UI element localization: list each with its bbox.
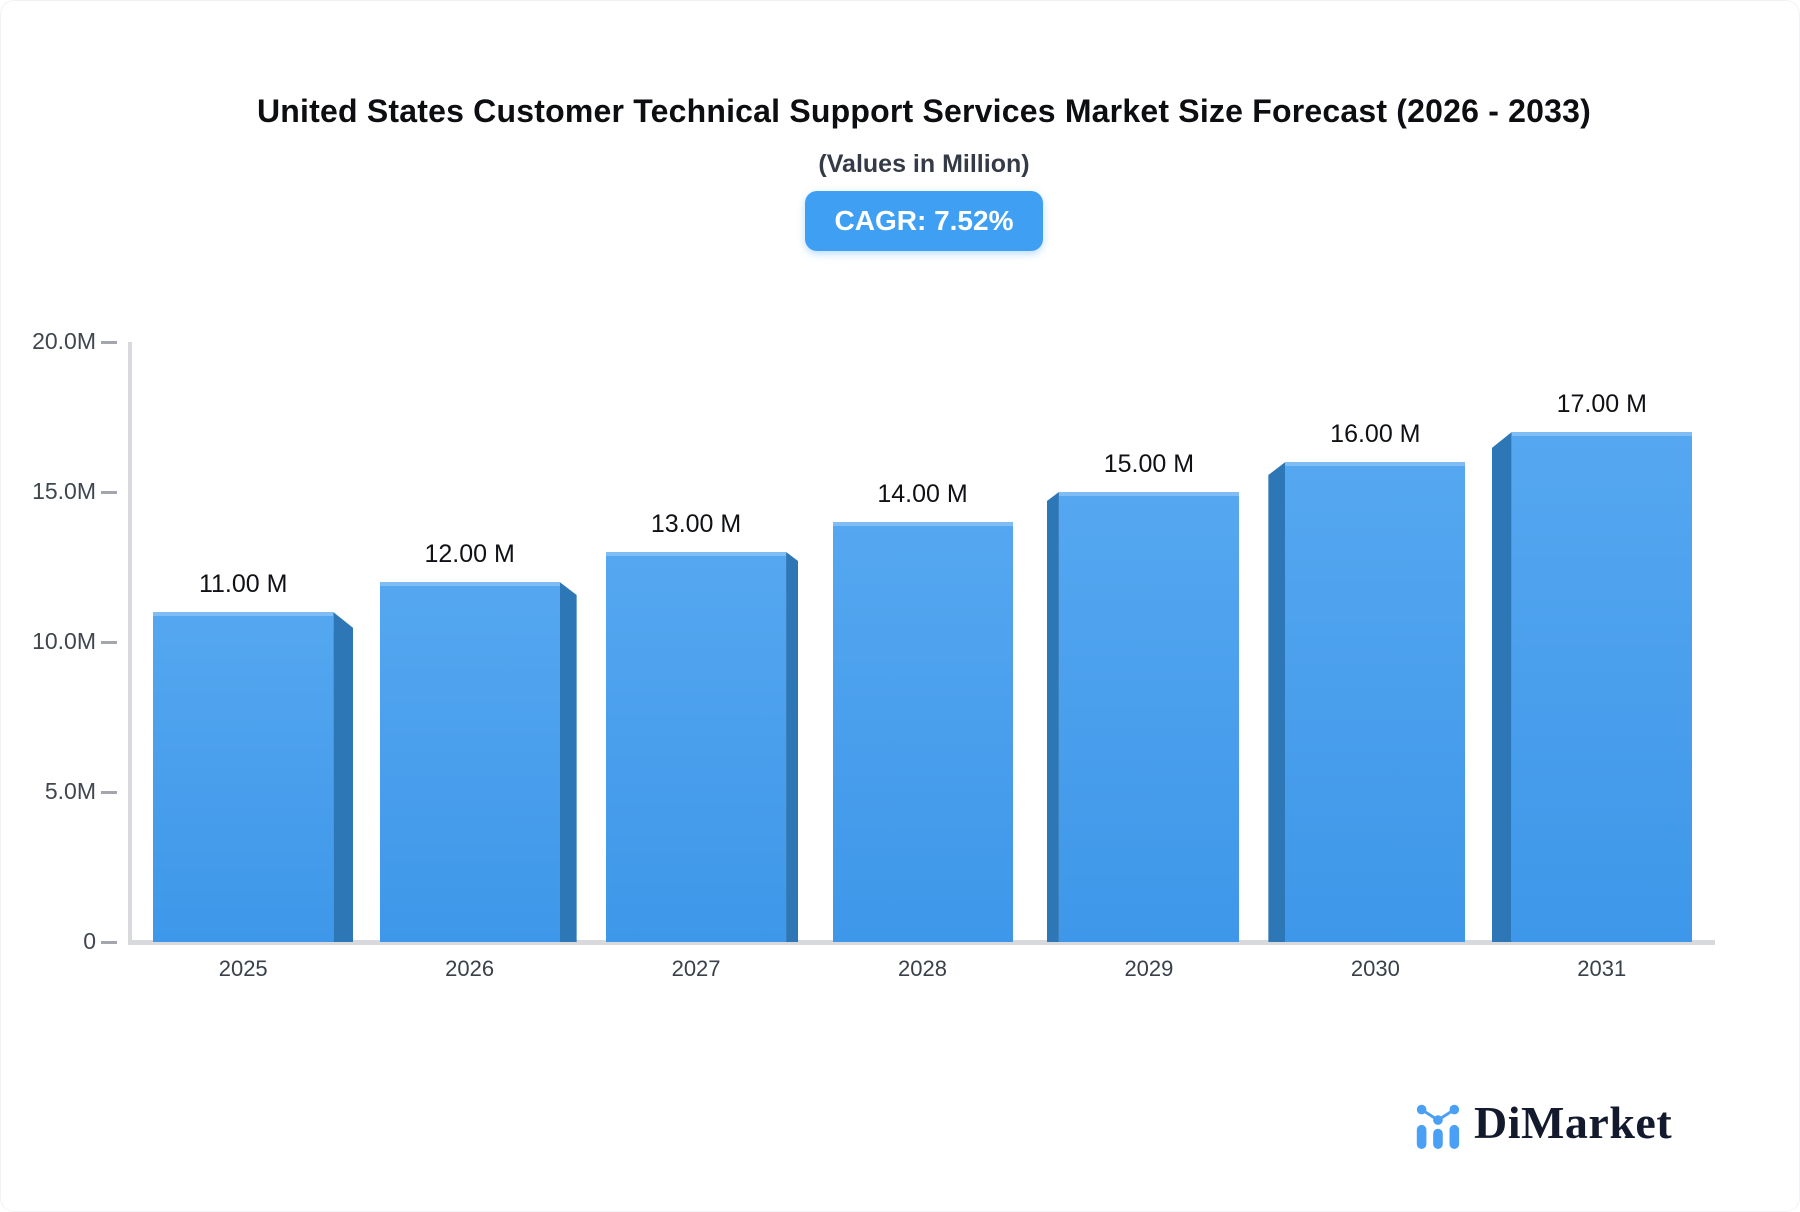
chart-header: United States Customer Technical Support… [0,88,1800,251]
y-axis-tick-mark [101,340,117,344]
bar-value-label: 14.00 M [877,480,968,508]
bar-value-label: 15.00 M [1103,450,1195,478]
bar-value-label: 13.00 M [650,510,742,538]
y-axis-tick-mark [101,790,117,794]
chart-subtitle: (Values in Million) [818,150,1030,178]
x-axis-label-2028: 2028 [898,956,947,981]
y-axis-tick-label: 0 [83,928,96,954]
bar-value-label: 17.00 M [1556,390,1647,418]
brand-name: DiMarket [1474,1097,1673,1148]
bar-side-face [1491,432,1512,942]
bar-side-face [1268,462,1286,942]
y-axis-tick-label: 5.0M [44,778,96,804]
x-axis-label-2031: 2031 [1577,956,1627,981]
brand-logo: DiMarket [1412,1096,1672,1149]
bar-face-2026 [379,582,560,942]
x-axis-label-2030: 2030 [1350,956,1400,981]
bar-side-face [559,582,577,942]
x-axis-label-2026: 2026 [445,956,495,981]
y-axis-line [128,342,132,945]
bar-side-face [786,552,799,942]
bar-face-2031 [1511,432,1692,942]
bar-value-label: 11.00 M [198,570,288,598]
bar-face-2030 [1285,462,1466,942]
y-axis-tick-mark [101,640,117,644]
x-axis-label-2029: 2029 [1124,956,1174,981]
bar-side-face [1046,492,1059,942]
bar-face-2027 [606,552,787,942]
y-axis-tick-mark [101,940,117,944]
x-axis-label-2027: 2027 [671,956,721,981]
bar-face-2028 [832,522,1013,942]
bar-side-face [333,612,354,942]
chart-title: United States Customer Technical Support… [256,93,1592,129]
y-axis-tick-mark [101,490,117,494]
bar-face-2025 [153,612,334,942]
bar-value-label: 16.00 M [1330,420,1421,448]
dimarket-logo-icon [1416,1104,1460,1149]
x-axis-line [128,940,1715,945]
y-axis-tick-label: 10.0M [32,628,96,654]
y-axis-tick-label: 15.0M [32,478,96,504]
bar-value-label: 12.00 M [424,540,515,568]
y-axis-tick-label: 20.0M [32,328,96,354]
x-axis-label-2025: 2025 [218,956,268,981]
bar-face-2029 [1058,492,1239,942]
cagr-badge: CAGR: 7.52% [804,191,1044,251]
